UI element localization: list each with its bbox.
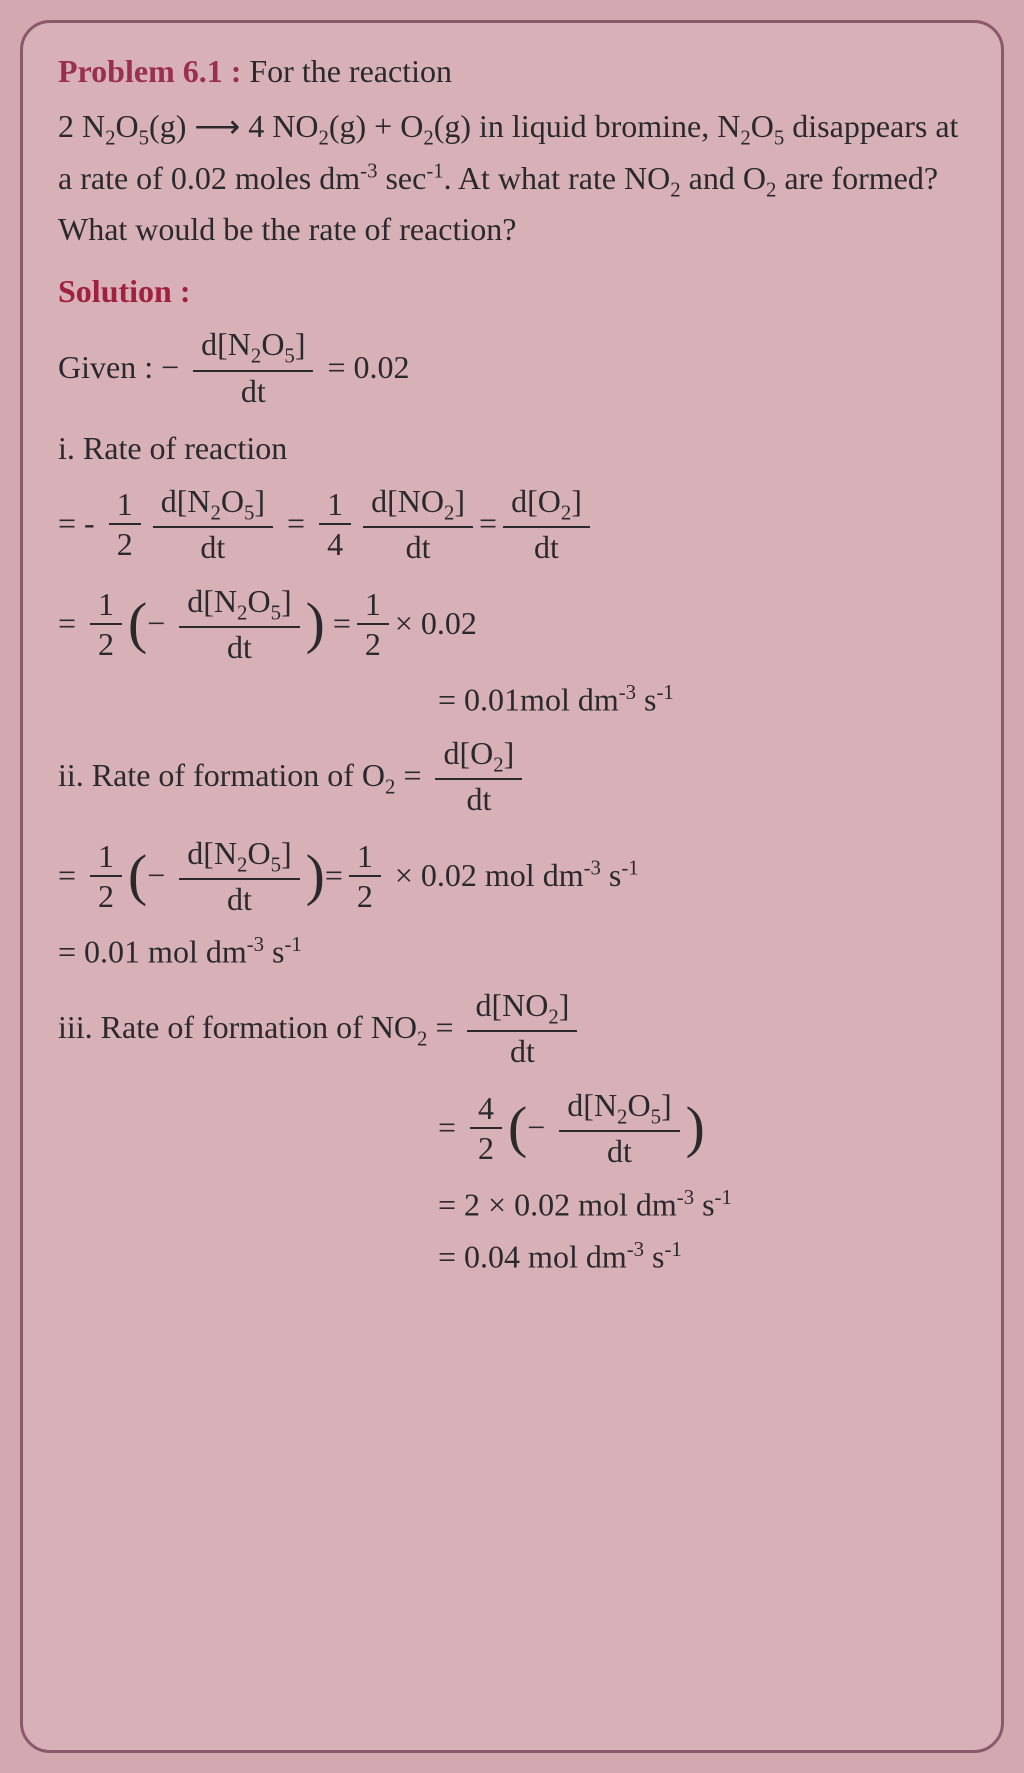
solution-label: Solution : (58, 273, 966, 310)
rate-equation-iii: = 4 2 ( − d[N2O5] dt ) (438, 1086, 966, 1171)
fraction-do2-ii: d[O2] dt (435, 734, 522, 819)
fraction-half-2: 1 2 (90, 585, 122, 664)
rate-equation-1: = - 1 2 d[N2O5] dt = 1 4 d[NO2] dt = d[O… (58, 482, 966, 567)
section-ii-heading: ii. Rate of formation of O2 = d[O2] dt (58, 734, 966, 819)
fraction-do2: d[O2] dt (503, 482, 590, 567)
problem-title: Problem 6.1 : For the reaction (58, 53, 966, 90)
fraction-half-ii-2: 1 2 (349, 837, 381, 916)
result-i: = 0.01mol dm-3 s-1 (438, 681, 966, 719)
fraction-4over2: 4 2 (470, 1089, 502, 1168)
problem-statement: 2 N2O5(g) ⟶ 4 NO2(g) + O2(g) in liquid b… (58, 102, 966, 253)
fraction-dn2o5-iii: d[N2O5] dt (559, 1086, 679, 1171)
result-iii: = 0.04 mol dm-3 s-1 (438, 1238, 966, 1276)
fraction-n2o5: d[N2O5] dt (193, 325, 313, 410)
fraction-dno2-iii: d[NO2] dt (467, 986, 577, 1071)
section-i-heading: i. Rate of reaction (58, 430, 966, 467)
fraction-dn2o5-2: d[N2O5] dt (179, 582, 299, 667)
fraction-dno2: d[NO2] dt (363, 482, 473, 567)
rate-equation-ii: = 1 2 ( − d[N2O5] dt ) = 1 2 × 0.02 mol … (58, 834, 966, 919)
problem-title-text: For the reaction (249, 53, 452, 89)
given-equation: Given : − d[N2O5] dt = 0.02 (58, 325, 966, 410)
fraction-quarter: 1 4 (319, 485, 351, 564)
fraction-half-1: 1 2 (109, 485, 141, 564)
fraction-half-ii: 1 2 (90, 837, 122, 916)
given-value: 0.02 (354, 339, 410, 397)
fraction-half-3: 1 2 (357, 585, 389, 664)
fraction-dn2o5-ii: d[N2O5] dt (179, 834, 299, 919)
calc-iii: = 2 × 0.02 mol dm-3 s-1 (438, 1186, 966, 1224)
fraction-dn2o5-1: d[N2O5] dt (153, 482, 273, 567)
problem-container: Problem 6.1 : For the reaction 2 N2O5(g)… (20, 20, 1004, 1753)
result-ii: = 0.01 mol dm-3 s-1 (58, 933, 966, 971)
given-label: Given : (58, 339, 153, 397)
rate-equation-2: = 1 2 ( − d[N2O5] dt ) = 1 2 × 0.02 (58, 582, 966, 667)
problem-label: Problem 6.1 : (58, 53, 241, 89)
section-iii-heading: iii. Rate of formation of NO2 = d[NO2] d… (58, 986, 966, 1071)
calc-value-i: 0.02 (421, 595, 477, 653)
